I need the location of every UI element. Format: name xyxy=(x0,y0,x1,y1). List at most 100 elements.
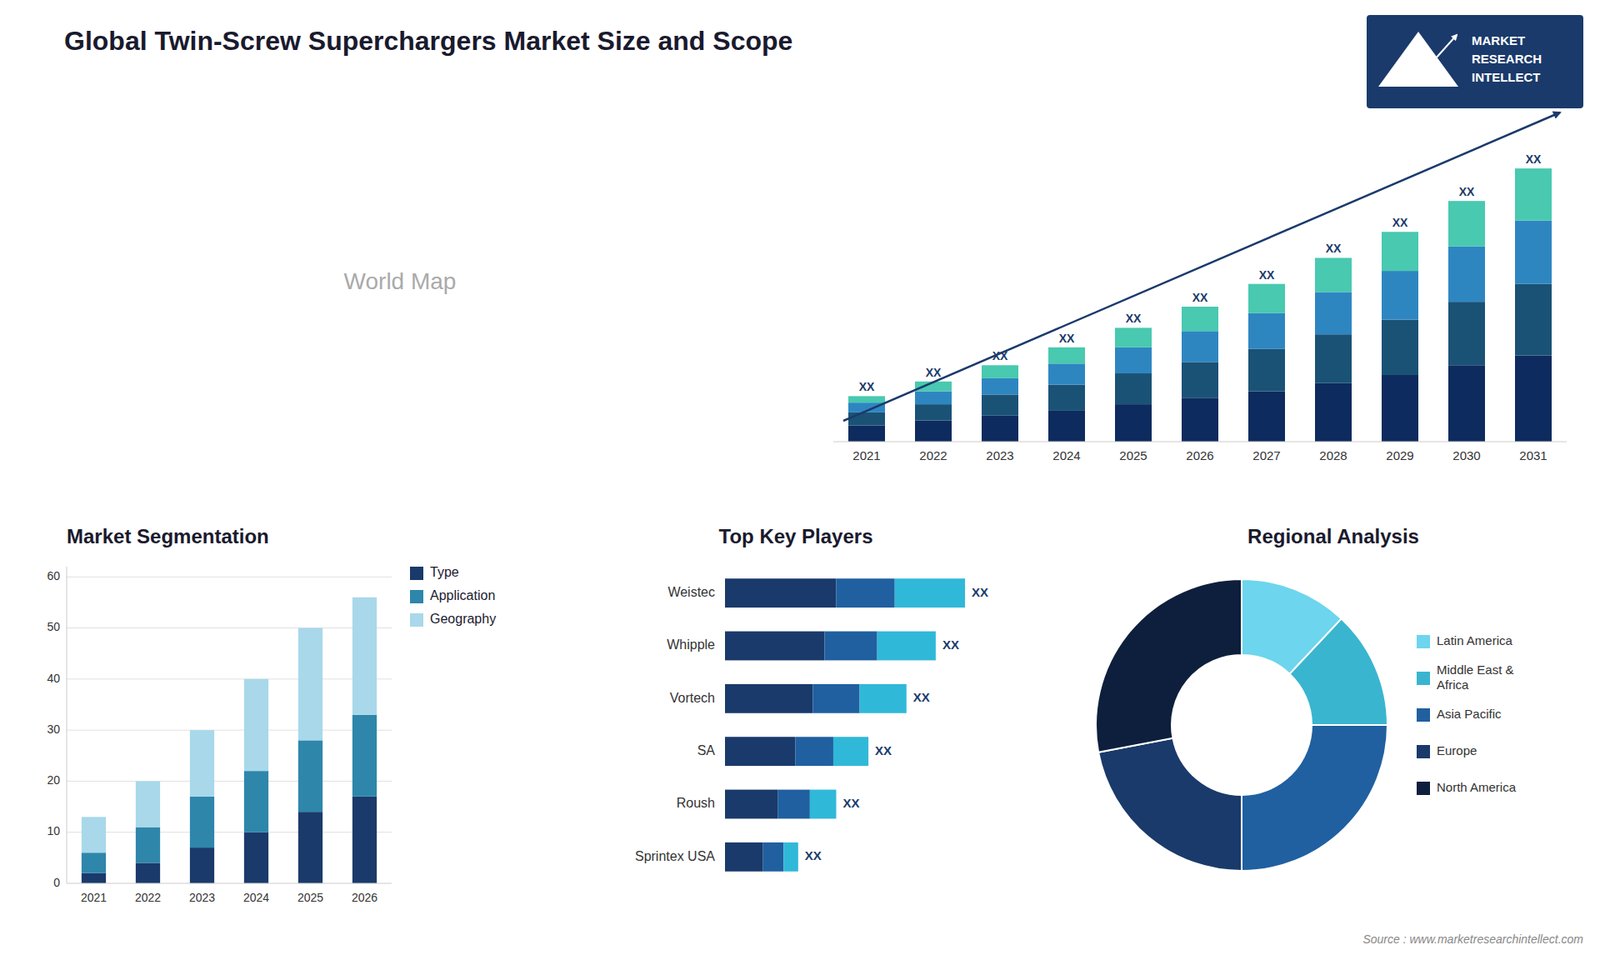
grid-line xyxy=(66,780,392,782)
bar-segment xyxy=(1048,363,1085,385)
bar-segment xyxy=(877,631,936,661)
x-tick-label: 2024 xyxy=(1052,448,1080,463)
bar-segment xyxy=(810,790,837,820)
bar-segment xyxy=(824,631,877,661)
y-tick-label: Vortech xyxy=(670,690,715,705)
bar-segment xyxy=(848,425,885,442)
logo: MARKETRESEARCHINTELLECT xyxy=(1366,15,1584,109)
bar-segment xyxy=(915,404,952,421)
bar-end-label: XX xyxy=(842,795,860,810)
bar-segment xyxy=(1115,373,1152,405)
bar-segment xyxy=(298,740,323,812)
legend-swatch xyxy=(1416,635,1430,649)
bar-segment xyxy=(352,715,377,797)
bar-segment xyxy=(1315,257,1352,292)
x-tick-label: 2029 xyxy=(1385,448,1414,463)
logo-text: INTELLECT xyxy=(1471,70,1541,85)
background xyxy=(0,0,1600,955)
bar-segment xyxy=(352,796,377,884)
x-tick-label: 2028 xyxy=(1319,448,1347,463)
bar-top-label: XX xyxy=(1125,311,1142,325)
y-tick-label: Whipple xyxy=(666,637,715,652)
logo-text: RESEARCH xyxy=(1471,51,1542,66)
legend-label: Middle East &Africa xyxy=(1436,662,1515,691)
x-tick-label: 2022 xyxy=(135,890,161,905)
bar-segment xyxy=(81,873,106,884)
y-tick-label: 30 xyxy=(46,722,60,736)
grid-line xyxy=(66,831,392,833)
legend-label: Application xyxy=(430,588,495,603)
bar-segment xyxy=(915,391,952,405)
x-tick-label: 2025 xyxy=(1119,448,1147,463)
y-tick-label: 50 xyxy=(46,620,60,634)
legend-swatch xyxy=(1416,708,1430,722)
bar-segment xyxy=(1448,301,1485,365)
legend-label: Asia Pacific xyxy=(1436,706,1502,721)
bar-segment xyxy=(298,628,323,741)
bar-end-label: XX xyxy=(805,848,822,863)
bar-segment xyxy=(1048,347,1085,365)
bar-segment xyxy=(244,770,269,833)
bar-top-label: XX xyxy=(859,380,875,394)
bar-segment xyxy=(895,578,965,608)
bar-segment xyxy=(1181,306,1219,331)
bar-segment xyxy=(1448,200,1485,247)
grid-line xyxy=(66,678,392,680)
bar-segment xyxy=(298,811,323,884)
bar-segment xyxy=(981,365,1019,379)
logo-box xyxy=(1366,15,1584,109)
bar-segment xyxy=(725,631,825,661)
x-tick-label: 2023 xyxy=(189,890,215,905)
bar-segment xyxy=(244,679,269,771)
regional-donut: Regional Analysis Latin America Middle Eas… xyxy=(1095,525,1517,871)
bar-end-label: XX xyxy=(942,637,960,652)
legend-swatch xyxy=(410,613,424,627)
legend-label: North America xyxy=(1436,780,1517,795)
bar-segment xyxy=(812,684,860,714)
y-tick-label: 0 xyxy=(53,875,60,890)
bar-segment xyxy=(352,597,377,715)
chart-title: Regional Analysis xyxy=(1247,525,1420,548)
bar-segment xyxy=(81,816,106,853)
bar-top-label: XX xyxy=(1392,215,1409,230)
legend-swatch xyxy=(1416,745,1430,759)
bar-segment xyxy=(833,736,869,766)
bar-segment xyxy=(1381,320,1419,375)
x-tick-label: 2026 xyxy=(1185,448,1214,463)
donut-slice xyxy=(1098,738,1242,871)
bar-segment xyxy=(981,415,1019,442)
bar-segment xyxy=(1315,383,1352,442)
bar-top-label: XX xyxy=(1325,241,1342,255)
x-tick-label: 2025 xyxy=(297,890,324,905)
grid-line xyxy=(66,627,392,629)
bar-segment xyxy=(777,790,810,820)
donut-slice xyxy=(1095,579,1242,753)
x-tick-label: 2024 xyxy=(243,890,270,905)
bar-top-label: XX xyxy=(925,365,942,380)
bars xyxy=(81,597,377,884)
bar-segment xyxy=(725,578,836,608)
bar-end-label: XX xyxy=(913,690,930,705)
bar-segment xyxy=(244,832,269,884)
bar-segment xyxy=(135,780,160,827)
donut-slice xyxy=(1290,618,1388,725)
bar-segment xyxy=(1515,220,1552,285)
x-tick-label: 2021 xyxy=(852,448,880,463)
segmentation-chart: Market Segmentation010203040506020212022… xyxy=(46,525,496,905)
x-tick-label: 2023 xyxy=(985,448,1014,463)
chart-title: Top Key Players xyxy=(719,525,874,548)
bar-segment xyxy=(81,852,106,874)
map-panel: World Map xyxy=(344,268,457,295)
bar-segment xyxy=(1248,284,1285,314)
bar-segment xyxy=(915,420,952,442)
bar-segment xyxy=(725,736,795,766)
players-chart: Top Key PlayersWeistecWhippleVortechSARo… xyxy=(635,525,989,872)
bar-segment xyxy=(1248,349,1285,392)
bar-segment xyxy=(1115,404,1152,442)
bars xyxy=(725,578,965,872)
text-line: Africa xyxy=(1436,677,1470,692)
legend-label: Latin America xyxy=(1436,633,1514,648)
x-axis-line xyxy=(66,883,392,885)
y-tick-label: SA xyxy=(697,743,716,758)
logo-triangle xyxy=(1378,31,1459,87)
